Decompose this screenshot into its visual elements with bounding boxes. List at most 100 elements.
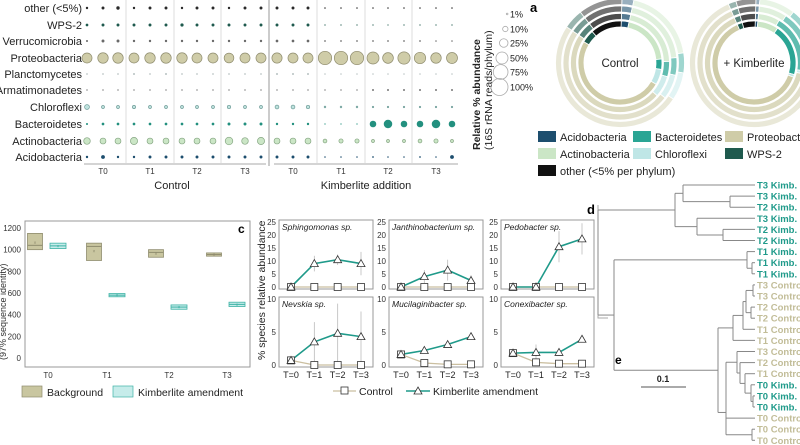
size-legend-circle <box>495 51 509 65</box>
y-tick-label: 5 <box>494 328 499 337</box>
time-label: T0 <box>288 167 298 176</box>
control-line <box>512 352 582 365</box>
tree-leaf-label: T3 Kimb. <box>757 181 797 192</box>
bubble <box>324 40 326 42</box>
bubble <box>435 156 437 158</box>
control-marker <box>310 361 319 369</box>
bubble <box>116 155 120 159</box>
kimberlite-line <box>290 332 362 362</box>
bubble <box>164 155 168 159</box>
bubble <box>450 105 454 109</box>
row-label: Planctomycetes <box>4 69 82 81</box>
bubble <box>114 137 122 145</box>
bubble <box>243 39 247 43</box>
bubble <box>223 52 235 64</box>
size-legend-circle <box>492 64 509 80</box>
bubble <box>291 155 295 159</box>
bubble <box>97 52 109 64</box>
bubble <box>86 73 88 75</box>
bubble <box>243 105 247 109</box>
bubble <box>195 6 199 10</box>
bubble <box>180 105 184 109</box>
bubble <box>354 138 360 144</box>
bubble <box>211 122 215 126</box>
bubble <box>356 7 358 9</box>
bubble <box>211 39 215 43</box>
subplot-title: Janthinobacterium sp. <box>391 222 475 232</box>
bubble <box>419 156 421 158</box>
bubble <box>162 137 170 145</box>
control-marker <box>578 359 586 368</box>
bubble <box>132 105 136 109</box>
legend-label: WPS-2 <box>747 149 782 161</box>
bubble <box>276 89 278 91</box>
bubble <box>291 72 295 76</box>
bubble <box>84 104 90 110</box>
bubble <box>133 89 135 91</box>
bubble <box>149 89 151 91</box>
bubble <box>289 137 297 145</box>
y-tick-label: 0 <box>494 283 499 292</box>
time-label: T3 <box>240 167 250 176</box>
subplot-frame <box>500 219 595 290</box>
legend-swatch <box>21 385 43 398</box>
time-label: T3 <box>431 167 441 176</box>
bubble <box>403 89 405 91</box>
legend-label: Bacteroidetes <box>655 132 723 144</box>
tree-leaf-label: T3 Kimb. <box>757 214 797 225</box>
tree-leaf-label: T2 Kimb. <box>757 236 797 247</box>
group-label-control: Control <box>154 180 189 192</box>
bubble <box>116 39 120 43</box>
bubble <box>324 73 326 75</box>
bubble <box>433 138 439 144</box>
y-tick-label: 0 <box>17 354 22 363</box>
bubble <box>291 122 295 126</box>
bubble <box>435 40 437 42</box>
bubble <box>181 73 183 75</box>
y-axis-label: (97% sequence identity) <box>0 263 8 360</box>
bubble <box>101 155 105 159</box>
donut-segment <box>584 5 623 24</box>
bubble <box>243 23 247 27</box>
tree-leaf-label: T3 Kimb. <box>757 192 797 203</box>
control-marker <box>357 283 365 291</box>
bubble <box>356 89 358 91</box>
bubble <box>259 105 263 109</box>
subplot-frame <box>278 219 374 290</box>
y-tick-label: 5 <box>382 328 387 337</box>
bubble <box>340 40 342 42</box>
box-plot-panel-c: 0 200 400 600 800 1000 1200 T0 T1 T2 T3 × × × × × × × × (97… <box>0 220 251 399</box>
y-tick-label: 20 <box>489 231 498 240</box>
kimberlite-marker <box>356 258 366 268</box>
bubble <box>386 105 390 109</box>
x-tick-label: T=2 <box>330 370 346 380</box>
bubble <box>149 73 151 75</box>
bubble <box>102 89 104 91</box>
kimberlite-marker <box>442 265 453 274</box>
bubble <box>371 139 375 143</box>
control-marker <box>555 359 563 368</box>
bubble <box>164 6 168 10</box>
bubble <box>180 155 184 159</box>
bubble <box>178 137 186 145</box>
legend-swatch <box>725 148 743 159</box>
subplot-title: Pedobacter sp. <box>504 222 561 232</box>
bubble <box>259 122 263 126</box>
x-tick-label: T=3 <box>353 370 369 380</box>
bubble <box>435 24 437 26</box>
y-tick-label: 400 <box>8 311 22 320</box>
kimberlite-marker <box>554 241 564 251</box>
bubble <box>417 138 423 144</box>
kimberlite-marker <box>356 331 366 341</box>
tree-leaf-label: T1 Control <box>757 369 800 380</box>
bubble <box>112 52 124 64</box>
kimberlite-marker <box>577 234 587 243</box>
kimberlite-marker <box>554 347 564 356</box>
control-marker <box>532 358 540 367</box>
bubble <box>207 52 219 64</box>
bubble <box>356 40 358 42</box>
legend-label: Actinobacteria <box>560 149 631 161</box>
kimberlite-marker <box>442 339 453 348</box>
y-tick-label: 25 <box>377 218 386 227</box>
x-tick-label: T2 <box>164 371 174 380</box>
